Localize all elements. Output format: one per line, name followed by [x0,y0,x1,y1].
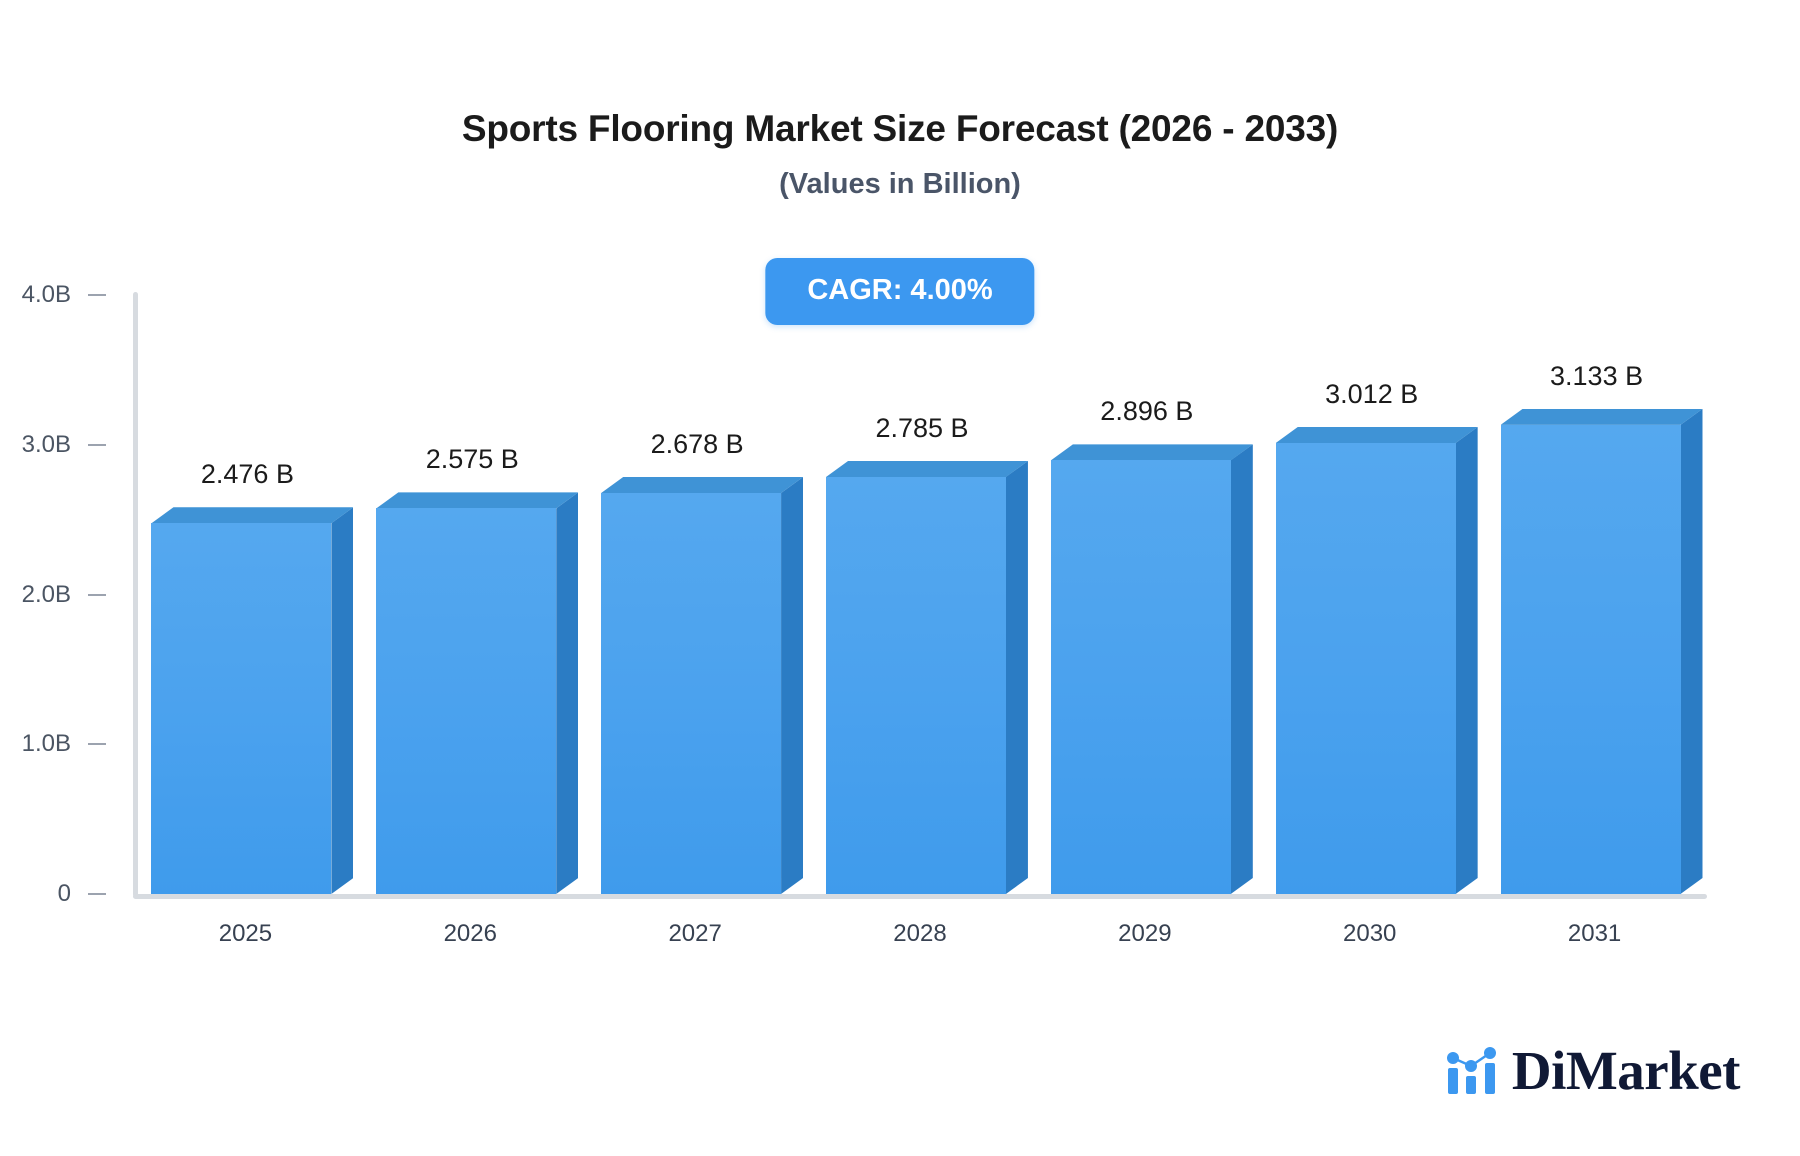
y-axis-tick-mark [88,593,106,596]
bar-side-face [781,476,804,894]
bar-front-face [601,492,782,894]
x-axis-label-2031: 2031 [1567,920,1622,947]
bar-top-face [601,476,804,493]
bar-top-face [1500,408,1703,425]
y-axis-tick-mark [88,294,106,296]
bar-value-label: 2.678 B [650,428,744,459]
bar-front-face [1500,424,1681,894]
y-axis-tick-label: 3.0B [21,430,71,458]
bar-front-face [826,476,1006,894]
bar-top-face [826,460,1028,477]
bar-side-face [1680,408,1703,894]
y-axis-tick-mark [88,743,106,746]
y-axis-tick-mark [88,893,106,895]
bar-front-face [1275,442,1456,894]
x-axis-label-2029: 2029 [1118,920,1172,947]
x-axis-label-2030: 2030 [1343,920,1397,947]
cagr-badge: CAGR: 4.00% [765,258,1035,325]
x-axis-line [133,894,1707,899]
bar-side-face [1230,444,1253,894]
bar-front-face [151,523,332,894]
bar-value-label: 3.012 B [1325,378,1419,409]
y-axis-tick-label: 0 [57,880,71,907]
y-axis-tick-label: 4.0B [21,281,71,308]
bar-side-face [556,492,579,894]
bar-value-label: 2.476 B [200,459,294,490]
bar-front-face [1050,460,1231,894]
x-axis-label-2028: 2028 [893,920,947,947]
bar-side-face [331,507,354,894]
chart-subtitle: (Values in Billion) [779,168,1021,200]
bar-top-face [1275,426,1478,443]
x-axis-label-2026: 2026 [443,920,497,947]
bar-value-label: 2.575 B [425,444,519,475]
bar-value-label: 2.785 B [875,412,969,443]
chart-title: Sports Flooring Market Size Forecast (20… [461,108,1339,149]
x-axis-label-2027: 2027 [668,920,722,947]
y-axis-tick-label: 2.0B [21,580,71,608]
y-axis-line [133,292,138,897]
y-axis-tick-mark [88,443,106,446]
bar-side-face [1005,460,1028,894]
bar-value-label: 2.896 B [1100,396,1194,427]
x-axis-label-2025: 2025 [218,920,273,947]
bar-top-face [151,507,354,524]
y-axis-tick-label: 1.0B [21,730,71,758]
bar-top-face [1050,444,1253,461]
bar-value-label: 3.133 B [1550,360,1644,391]
bar-chart-icon [1446,1046,1496,1094]
brand-name: DiMarket [1511,1040,1741,1101]
bar-side-face [1455,426,1478,894]
brand-logo: DiMarket [1446,1040,1741,1101]
bar-front-face [376,508,557,894]
bar-top-face [376,492,579,509]
